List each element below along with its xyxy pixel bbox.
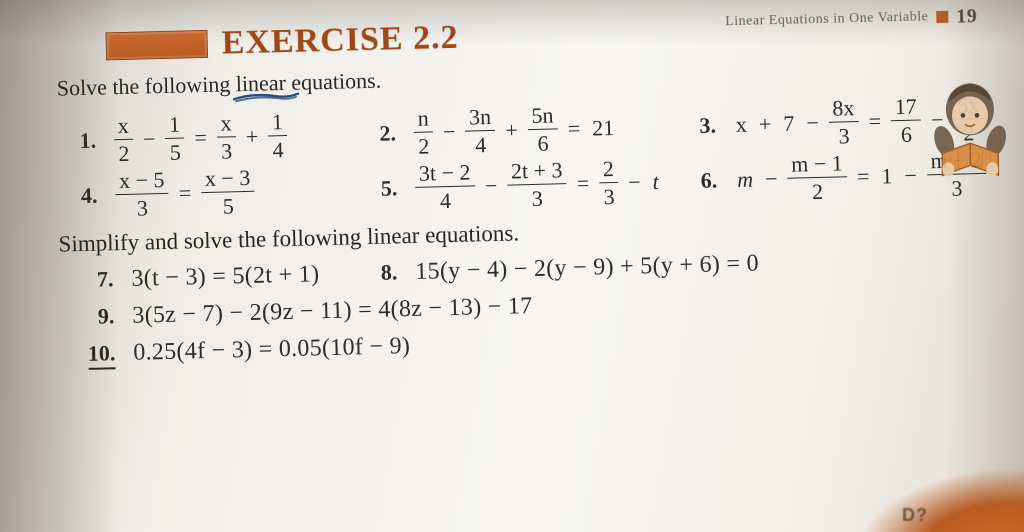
page-number: 19 — [956, 5, 978, 29]
equation: x2 − 15 = x3 + 14 — [111, 110, 289, 166]
equation: 3(t − 3) = 5(2t + 1) — [131, 262, 320, 294]
problem-number: 2. — [368, 120, 397, 147]
page: EXERCISE 2.2 Linear Equations in One Var… — [0, 0, 1024, 532]
page-marker-icon — [936, 11, 948, 23]
equation: 15(y − 4) − 2(y − 9) + 5(y + 6) = 0 — [415, 251, 759, 286]
title-ornament-box — [105, 30, 208, 60]
equation: 3t − 24 − 2t + 33 = 23 − t — [413, 156, 664, 213]
problem-7: 7. 3(t − 3) = 5(2t + 1) — [75, 262, 320, 295]
pen-underline-icon — [232, 92, 302, 104]
problem-number: 7. — [75, 267, 114, 294]
problem-number: 9. — [76, 304, 115, 331]
chapter-name: Linear Equations in One Variable — [725, 9, 928, 30]
problem-number: 4. — [69, 182, 98, 209]
cropped-footer-text: D? — [902, 505, 928, 526]
equation: 3(5z − 7) − 2(9z − 11) = 4(8z − 13) − 17 — [132, 293, 533, 330]
problem-2: 2. n2 − 3n4 + 5n6 = 21 — [367, 100, 688, 159]
problem-8: 8. 15(y − 4) − 2(y − 9) + 5(y + 6) = 0 — [359, 251, 759, 288]
problem-number: 3. — [688, 112, 717, 139]
problem-number: 8. — [359, 260, 398, 287]
girl-reading-icon — [920, 75, 1017, 186]
underlined-word: linear — [235, 70, 286, 97]
problem-number: 10. — [77, 341, 116, 371]
chapter-reference: Linear Equations in One Variable 19 — [725, 5, 978, 34]
problem-3: 3. x + 7 − 8x3 = 176 − 5x2 — [687, 94, 948, 152]
title-block: EXERCISE 2.2 — [105, 19, 459, 66]
problem-5: 5. 3t − 24 − 2t + 33 = 23 − t — [369, 155, 690, 214]
problem-number: 1. — [68, 127, 97, 154]
problem-1: 1. x2 − 15 = x3 + 14 — [67, 108, 368, 167]
problems-block-1: 1. x2 − 15 = x3 + 14 2. n2 − 3n4 + — [67, 93, 987, 222]
problem-6: 6. m − m − 12 = 1 − m − 23 — [689, 149, 960, 207]
problem-4: 4. x − 53 = x − 35 — [69, 163, 370, 222]
problem-number: 6. — [689, 167, 718, 194]
equation: 0.25(4f − 3) = 0.05(10f − 9) — [133, 333, 411, 367]
equation: n2 − 3n4 + 5n6 = 21 — [411, 102, 618, 158]
equation: x − 53 = x − 35 — [113, 166, 257, 221]
problem-number: 5. — [369, 175, 398, 202]
exercise-title: EXERCISE 2.2 — [221, 19, 459, 63]
